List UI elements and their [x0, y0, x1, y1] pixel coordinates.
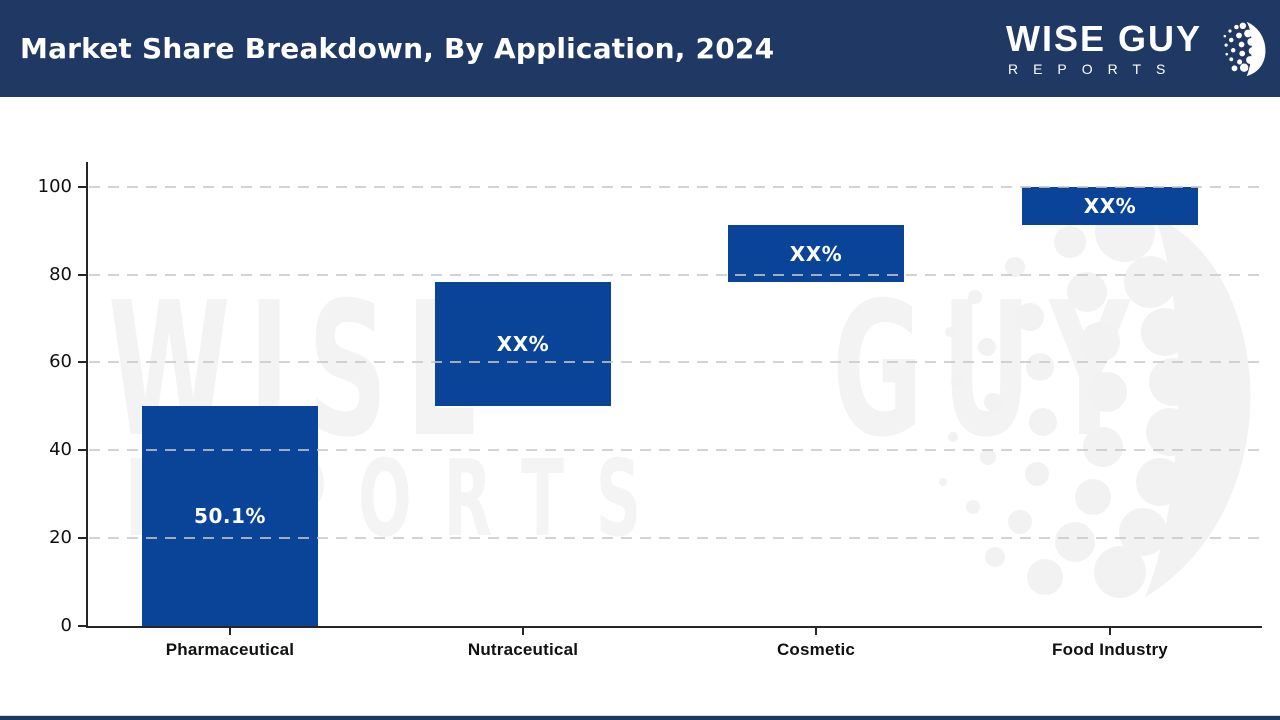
x-axis-line — [86, 626, 1262, 628]
bar-nutraceutical: XX% — [435, 282, 611, 406]
logo-text: WISE GUY REPORTS — [1005, 18, 1202, 78]
y-tick-mark — [78, 537, 86, 540]
x-tick-mark — [815, 628, 817, 635]
y-tick-label: 60 — [49, 351, 72, 373]
footer-bar — [0, 715, 1280, 720]
bar-pharmaceutical: 50.1% — [142, 405, 318, 626]
y-tick-label: 100 — [37, 175, 72, 197]
y-tick-mark — [78, 449, 86, 452]
logo-subtext: REPORTS — [1007, 61, 1181, 77]
x-tick-mark — [229, 628, 231, 635]
gridline — [89, 537, 1262, 540]
x-axis-label: Pharmaceutical — [165, 640, 295, 659]
y-tick-mark — [78, 625, 86, 627]
y-tick-mark — [78, 273, 86, 276]
bar-value-label: 50.1% — [194, 503, 266, 528]
bar-value-label: XX% — [496, 331, 550, 356]
wise-guy-logo: WISE GUY REPORTS — [1006, 8, 1268, 90]
y-tick-label: 40 — [49, 439, 72, 461]
bar-food-industry: XX% — [1022, 186, 1198, 226]
header: Market Share Breakdown, By Application, … — [0, 0, 1280, 97]
logo-face-icon — [1223, 21, 1266, 77]
gridline — [89, 185, 1262, 188]
bar-value-label: XX% — [789, 241, 843, 266]
y-tick-label: 80 — [49, 263, 72, 285]
gridline — [89, 361, 1262, 364]
logo-wordmark: WISE GUY — [1005, 18, 1202, 59]
x-tick-mark — [522, 628, 524, 635]
bar-value-label: XX% — [1083, 194, 1137, 219]
y-tick-mark — [78, 185, 86, 188]
bar-cosmetic: XX% — [728, 225, 904, 282]
watermark-face-icon — [939, 212, 1251, 598]
gridline — [89, 449, 1262, 452]
y-axis-line — [86, 162, 88, 628]
x-tick-mark — [1109, 628, 1111, 635]
x-axis-label: Food Industry — [1052, 640, 1168, 659]
x-axis-label: Nutraceutical — [467, 640, 579, 659]
gridline — [89, 273, 1262, 276]
y-tick-label: 20 — [49, 527, 72, 549]
page-title: Market Share Breakdown, By Application, … — [20, 32, 775, 65]
y-tick-mark — [78, 361, 86, 364]
x-axis-label: Cosmetic — [776, 640, 856, 659]
y-tick-label: 0 — [60, 615, 72, 636]
